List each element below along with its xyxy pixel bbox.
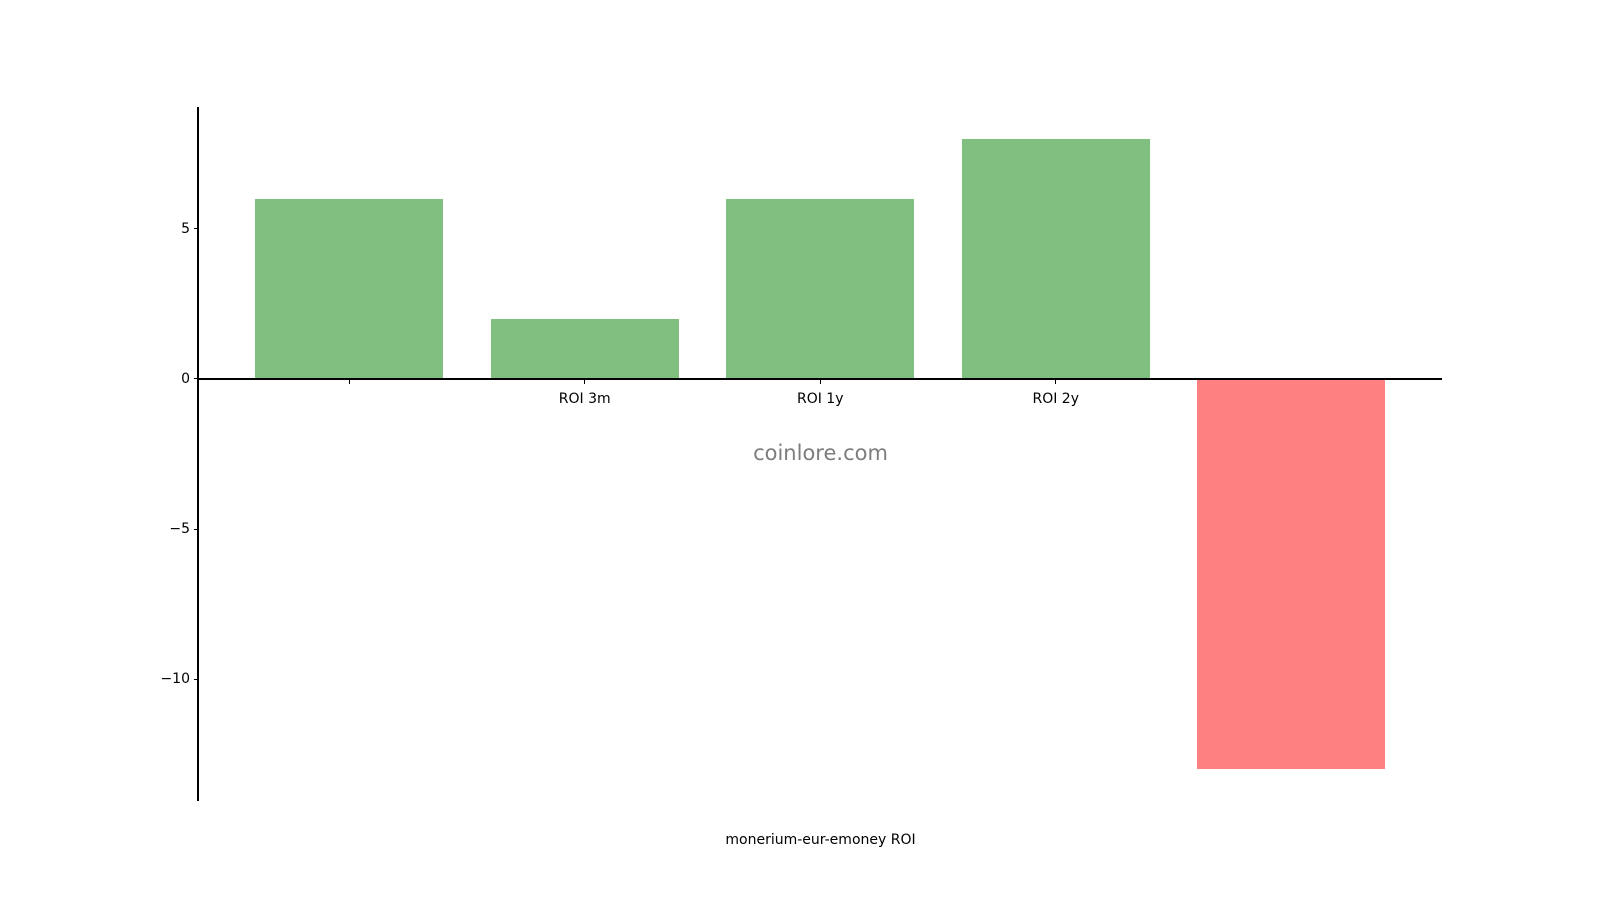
bar xyxy=(1197,378,1386,770)
x-tick-label: ROI 2y xyxy=(1032,391,1080,407)
x-tick xyxy=(819,379,821,385)
y-tick-label: −5 xyxy=(169,521,190,538)
y-tick xyxy=(194,528,199,530)
y-tick xyxy=(194,228,199,230)
bar xyxy=(490,318,679,379)
y-tick xyxy=(194,378,199,380)
y-axis-spine xyxy=(197,107,199,801)
bar xyxy=(726,198,915,379)
watermark: coinlore.com xyxy=(753,441,888,465)
x-axis-line xyxy=(197,378,1442,380)
y-tick-label: 5 xyxy=(181,220,190,237)
y-tick xyxy=(194,678,199,680)
y-tick-label: 0 xyxy=(181,370,190,387)
x-tick xyxy=(584,379,586,385)
x-tick-label: ROI 1y xyxy=(796,391,844,407)
x-tick xyxy=(1055,379,1057,385)
x-tick xyxy=(348,379,350,385)
bar xyxy=(961,138,1150,379)
x-tick-label: ROI 3m xyxy=(558,391,611,407)
bar xyxy=(255,198,444,379)
chart-title: monerium-eur-emoney ROI xyxy=(725,832,916,848)
y-tick-label: −10 xyxy=(160,671,190,688)
